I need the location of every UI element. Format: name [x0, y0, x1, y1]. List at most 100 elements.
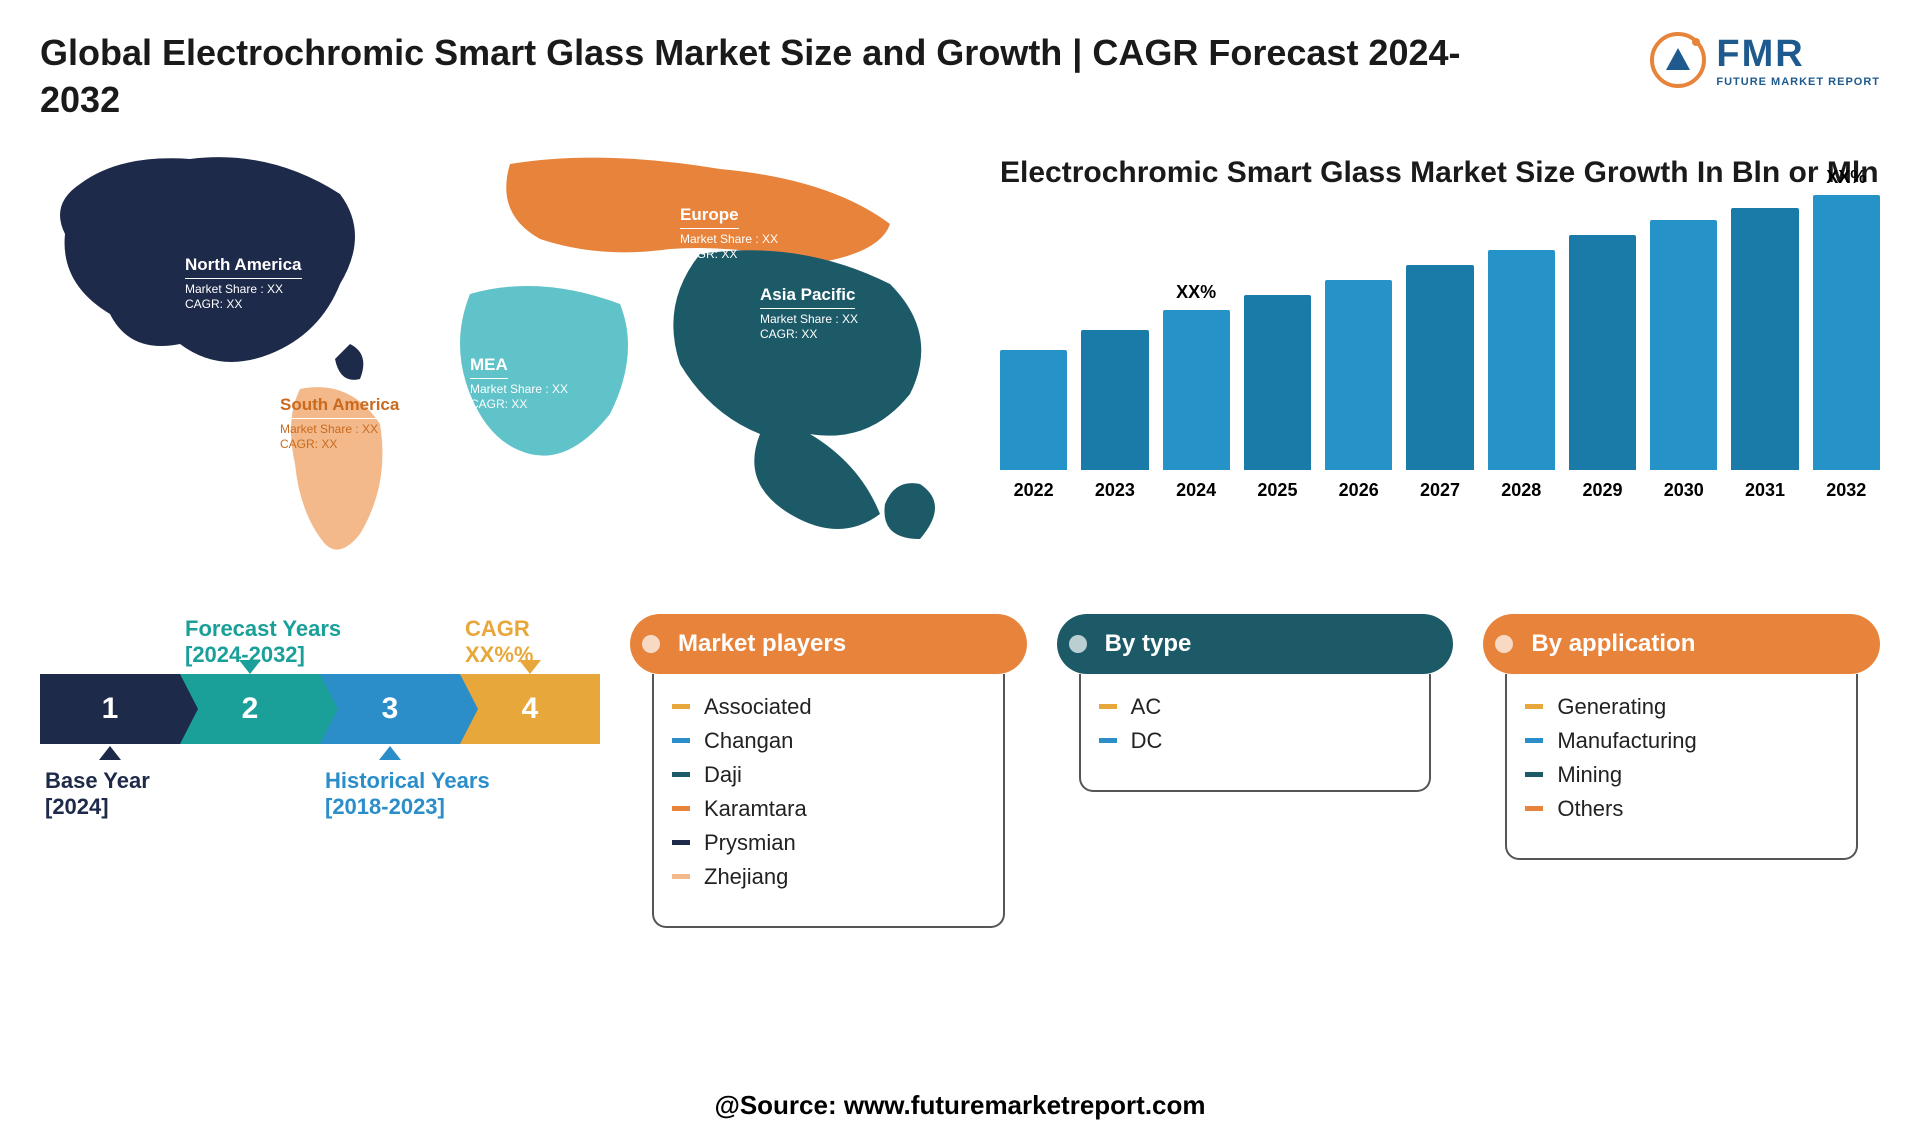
bar-2030: 2030: [1650, 220, 1717, 501]
bar-rect: [1650, 220, 1717, 470]
bar-top-label: XX%: [1176, 282, 1216, 303]
item-label: Associated: [704, 694, 812, 720]
item-mark-icon: [672, 738, 690, 743]
timeline-segment-3: 3: [320, 674, 460, 744]
bullet-icon: [642, 635, 660, 653]
item-mark-icon: [672, 806, 690, 811]
category-item: Generating: [1525, 694, 1838, 720]
item-mark-icon: [672, 704, 690, 709]
bullet-icon: [1069, 635, 1087, 653]
bar-year-label: 2029: [1582, 480, 1622, 501]
item-mark-icon: [672, 840, 690, 845]
category-item: Changan: [672, 728, 985, 754]
map-label-sa: South AmericaMarket Share : XXCAGR: XX: [280, 394, 399, 453]
bar-year-label: 2028: [1501, 480, 1541, 501]
category-item: Associated: [672, 694, 985, 720]
timeline-segment-1: 1: [40, 674, 180, 744]
timeline-segment-2: 2: [180, 674, 320, 744]
bar-2032: XX% 2032: [1813, 195, 1880, 501]
bar-rect: XX%: [1163, 310, 1230, 470]
header: Global Electrochromic Smart Glass Market…: [40, 30, 1880, 124]
item-mark-icon: [1525, 704, 1543, 709]
item-label: AC: [1131, 694, 1162, 720]
timeline-label-historical: Historical Years[2018-2023]: [325, 768, 505, 821]
bar-2026: 2026: [1325, 280, 1392, 501]
triangle-icon: [99, 746, 121, 760]
bar-year-label: 2030: [1664, 480, 1704, 501]
bar-2025: 2025: [1244, 295, 1311, 501]
category-item: AC: [1099, 694, 1412, 720]
category-item: Zhejiang: [672, 864, 985, 890]
chart-title: Electrochromic Smart Glass Market Size G…: [1000, 154, 1880, 192]
category-0: Market players Associated Changan Daji Karam…: [630, 614, 1027, 928]
bar-top-label: XX%: [1826, 167, 1866, 188]
category-item: Others: [1525, 796, 1838, 822]
category-header: By type: [1057, 614, 1454, 674]
timeline-label-cagr: CAGRXX%%: [465, 616, 645, 669]
bar-2023: 2023: [1081, 330, 1148, 501]
bar-2022: 2022: [1000, 350, 1067, 501]
category-1: By type AC DC: [1057, 614, 1454, 928]
bar-year-label: 2031: [1745, 480, 1785, 501]
category-item: Mining: [1525, 762, 1838, 788]
category-title: By type: [1105, 630, 1192, 658]
category-header: By application: [1483, 614, 1880, 674]
map-label-eu: EuropeMarket Share : XXCAGR: XX: [680, 204, 778, 263]
world-map: North AmericaMarket Share : XXCAGR: XX So…: [40, 144, 960, 564]
bar-2028: 2028: [1488, 250, 1555, 501]
category-item: Daji: [672, 762, 985, 788]
bar-rect: [1569, 235, 1636, 470]
logo-globe-icon: [1648, 30, 1708, 90]
bar-2027: 2027: [1406, 265, 1473, 501]
item-mark-icon: [1525, 772, 1543, 777]
bar-2024: XX% 2024: [1163, 310, 1230, 501]
bottom-row: Forecast Years[2024-2032] CAGRXX%% 1234 B…: [40, 614, 1880, 928]
bar-year-label: 2025: [1257, 480, 1297, 501]
item-label: Karamtara: [704, 796, 807, 822]
bar-rect: [1000, 350, 1067, 470]
category-header: Market players: [630, 614, 1027, 674]
top-row: North AmericaMarket Share : XXCAGR: XX So…: [40, 144, 1880, 564]
item-label: Daji: [704, 762, 742, 788]
category-title: Market players: [678, 630, 846, 658]
bar-rect: [1488, 250, 1555, 470]
category-2: By application Generating Manufacturing Min…: [1483, 614, 1880, 928]
bar-rect: [1081, 330, 1148, 470]
logo: FMR FUTURE MARKET REPORT: [1648, 30, 1880, 90]
item-mark-icon: [672, 874, 690, 879]
map-label-mea: MEAMarket Share : XXCAGR: XX: [470, 354, 568, 413]
triangle-icon: [239, 660, 261, 674]
timeline-bar: 1234: [40, 674, 600, 744]
item-label: Changan: [704, 728, 793, 754]
item-mark-icon: [1099, 704, 1117, 709]
category-item: Prysmian: [672, 830, 985, 856]
timeline-segment-4: 4: [460, 674, 600, 744]
category-body: AC DC: [1079, 674, 1432, 792]
bar-rect: [1406, 265, 1473, 470]
bar-year-label: 2032: [1826, 480, 1866, 501]
bar-2029: 2029: [1569, 235, 1636, 501]
item-mark-icon: [1525, 738, 1543, 743]
page-title: Global Electrochromic Smart Glass Market…: [40, 30, 1540, 124]
bar-chart-section: Electrochromic Smart Glass Market Size G…: [1000, 144, 1880, 564]
bar-rect: [1731, 208, 1798, 470]
timeline-label-forecast: Forecast Years[2024-2032]: [185, 616, 365, 669]
item-label: Others: [1557, 796, 1623, 822]
source-attribution: @Source: www.futuremarketreport.com: [714, 1090, 1205, 1121]
triangle-icon: [379, 746, 401, 760]
bar-year-label: 2024: [1176, 480, 1216, 501]
bullet-icon: [1495, 635, 1513, 653]
bar-year-label: 2027: [1420, 480, 1460, 501]
bar-rect: XX%: [1813, 195, 1880, 470]
category-body: Associated Changan Daji Karamtara Prysmian Zh…: [652, 674, 1005, 928]
item-label: Prysmian: [704, 830, 796, 856]
item-label: Manufacturing: [1557, 728, 1696, 754]
bar-year-label: 2026: [1339, 480, 1379, 501]
item-label: Mining: [1557, 762, 1622, 788]
category-item: DC: [1099, 728, 1412, 754]
item-label: Zhejiang: [704, 864, 788, 890]
item-label: Generating: [1557, 694, 1666, 720]
item-mark-icon: [1099, 738, 1117, 743]
map-label-na: North AmericaMarket Share : XXCAGR: XX: [185, 254, 302, 313]
map-label-ap: Asia PacificMarket Share : XXCAGR: XX: [760, 284, 858, 343]
